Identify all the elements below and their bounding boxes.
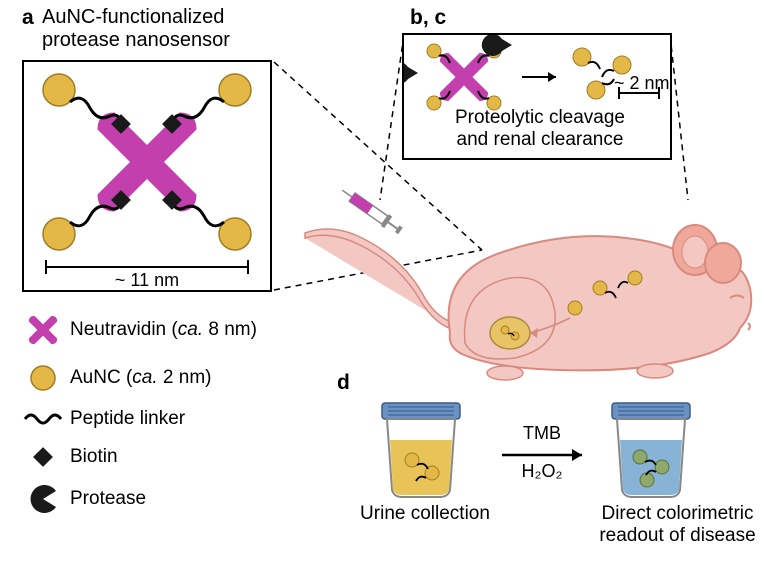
- biotin-icon: [22, 442, 64, 472]
- protease-icon: [22, 484, 64, 514]
- panel-d: TMB H₂O₂ Urine collection Direct colorim…: [352, 395, 772, 570]
- panel-bc-caption-line1: Proteolytic cleavage: [430, 107, 650, 129]
- legend-peptide-text: Peptide linker: [70, 408, 185, 430]
- readout-label: Direct colorimetric readout of disease: [580, 503, 775, 547]
- legend-row-protease: Protease: [22, 484, 257, 514]
- legend-row-biotin: Biotin: [22, 442, 257, 472]
- panel-a-diagram: ~ 11 nm: [24, 62, 270, 290]
- panel-a-box: ~ 11 nm: [22, 60, 272, 292]
- legend-aunc-text: AuNC (ca. 2 nm): [70, 367, 212, 389]
- legend-protease-text: Protease: [70, 488, 146, 510]
- panel-a-title: AuNC-functionalized protease nanosensor: [42, 6, 230, 52]
- panel-a-scale-text: ~ 11 nm: [115, 270, 179, 290]
- panel-label-bc: b, c: [410, 6, 446, 30]
- panel-a-title-line2: protease nanosensor: [42, 29, 230, 52]
- legend-row-aunc: AuNC (ca. 2 nm): [22, 360, 257, 396]
- panel-label-a: a: [22, 6, 34, 30]
- peptide-icon: [22, 409, 64, 429]
- h2o2-label: H₂O₂: [522, 461, 563, 481]
- legend-biotin-text: Biotin: [70, 446, 118, 468]
- legend-neutravidin-text: Neutravidin (ca. 8 nm): [70, 319, 257, 341]
- urine-collection-label: Urine collection: [360, 503, 490, 525]
- aunc-icon: [22, 360, 64, 396]
- mouse-illustration: [300, 178, 777, 408]
- legend-row-neutravidin: Neutravidin (ca. 8 nm): [22, 312, 257, 348]
- panel-bc-caption: Proteolytic cleavage and renal clearance: [430, 107, 650, 151]
- tmb-label: TMB: [523, 423, 561, 443]
- legend: Neutravidin (ca. 8 nm) AuNC (ca. 2 nm) P…: [22, 312, 257, 526]
- neutsur-icon: [22, 312, 64, 348]
- panel-bc-scale-text: ~ 2 nm: [614, 73, 670, 93]
- panel-a-title-line1: AuNC-functionalized: [42, 6, 224, 28]
- legend-row-peptide: Peptide linker: [22, 408, 257, 430]
- panel-bc-caption-line2: and renal clearance: [430, 129, 650, 151]
